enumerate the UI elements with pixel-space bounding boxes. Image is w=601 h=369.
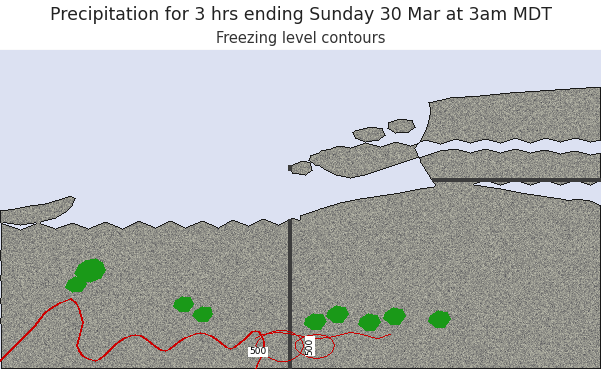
Text: 500: 500 [249, 348, 267, 356]
Text: Precipitation for 3 hrs ending Sunday 30 Mar at 3am MDT: Precipitation for 3 hrs ending Sunday 30… [49, 6, 552, 24]
Text: 500: 500 [305, 337, 314, 355]
Text: Freezing level contours: Freezing level contours [216, 31, 385, 46]
